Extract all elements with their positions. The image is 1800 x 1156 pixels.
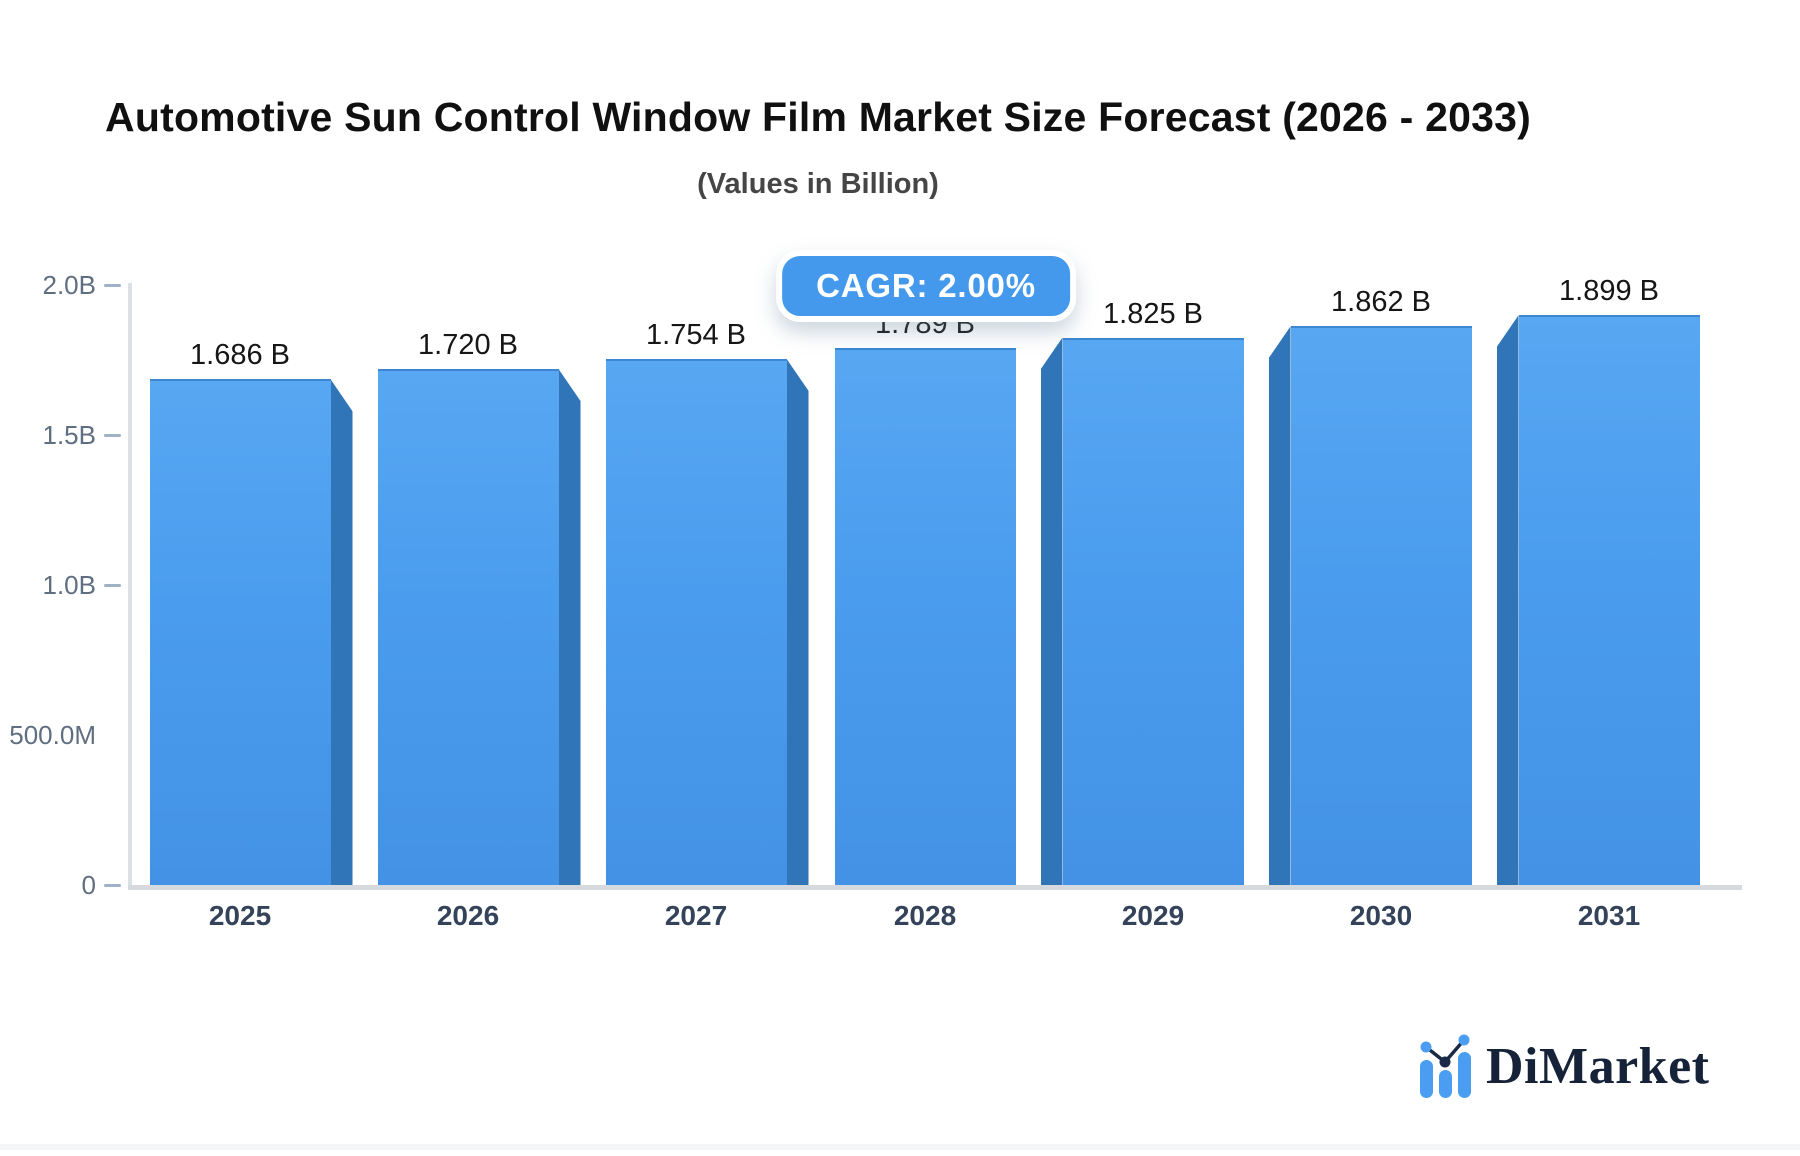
y-tick-dash [104, 583, 121, 587]
x-tick-label-2027: 2027 [664, 900, 728, 931]
brand-logo-text: DiMarket [1486, 1038, 1710, 1095]
bar-2026[interactable] [377, 369, 559, 885]
y-axis-line [128, 283, 132, 889]
page-bottom-strip [0, 1144, 1800, 1150]
bar-2025[interactable] [149, 379, 331, 885]
mini-bar-line-chart-icon [1420, 1034, 1471, 1098]
bar-2027[interactable] [605, 358, 787, 885]
chart-title: Automotive Sun Control Window Film Marke… [105, 94, 1531, 140]
bar-2031[interactable] [1518, 315, 1700, 885]
bar-3d-side [1496, 315, 1519, 885]
bar-3d-side [330, 379, 353, 885]
bar-3d-side [1268, 326, 1291, 885]
chart-subtitle: (Values in Billion) [697, 168, 939, 200]
y-tick-dash [104, 283, 121, 287]
bar-2030[interactable] [1290, 326, 1472, 885]
x-tick-label-2030: 2030 [1349, 900, 1413, 931]
bar-3d-side [1040, 337, 1063, 885]
x-tick-label-2025: 2025 [208, 900, 272, 931]
bar-3d-side [558, 369, 581, 885]
bar-value-label: 1.899 B [1559, 275, 1659, 308]
y-tick-label: 500.0M [9, 720, 96, 750]
bar-3d-side [786, 358, 809, 885]
x-tick-label-2029: 2029 [1121, 900, 1185, 931]
cagr-badge: CAGR: 2.00% [776, 250, 1076, 322]
x-axis-line [128, 885, 1742, 890]
x-tick-label-2028: 2028 [893, 900, 957, 931]
x-tick-label-2031: 2031 [1577, 900, 1641, 931]
y-tick-dash [104, 433, 121, 437]
y-tick-label: 0 [81, 870, 96, 900]
y-tick-dash [104, 883, 121, 887]
bar-value-label: 1.825 B [1103, 297, 1203, 330]
bar-2029[interactable] [1062, 337, 1244, 885]
y-tick-label: 2.0B [42, 270, 97, 300]
brand-logo: DiMarket [1418, 1032, 1709, 1098]
bar-value-label: 1.862 B [1331, 286, 1431, 319]
x-tick-label-2026: 2026 [436, 900, 500, 931]
bar-2028[interactable] [834, 348, 1016, 885]
bar-value-label: 1.754 B [646, 318, 746, 351]
y-tick-label: 1.0B [42, 570, 97, 600]
bar-value-label: 1.720 B [418, 329, 518, 361]
bar-value-label: 1.686 B [190, 339, 290, 372]
y-tick-label: 1.5B [42, 420, 97, 450]
